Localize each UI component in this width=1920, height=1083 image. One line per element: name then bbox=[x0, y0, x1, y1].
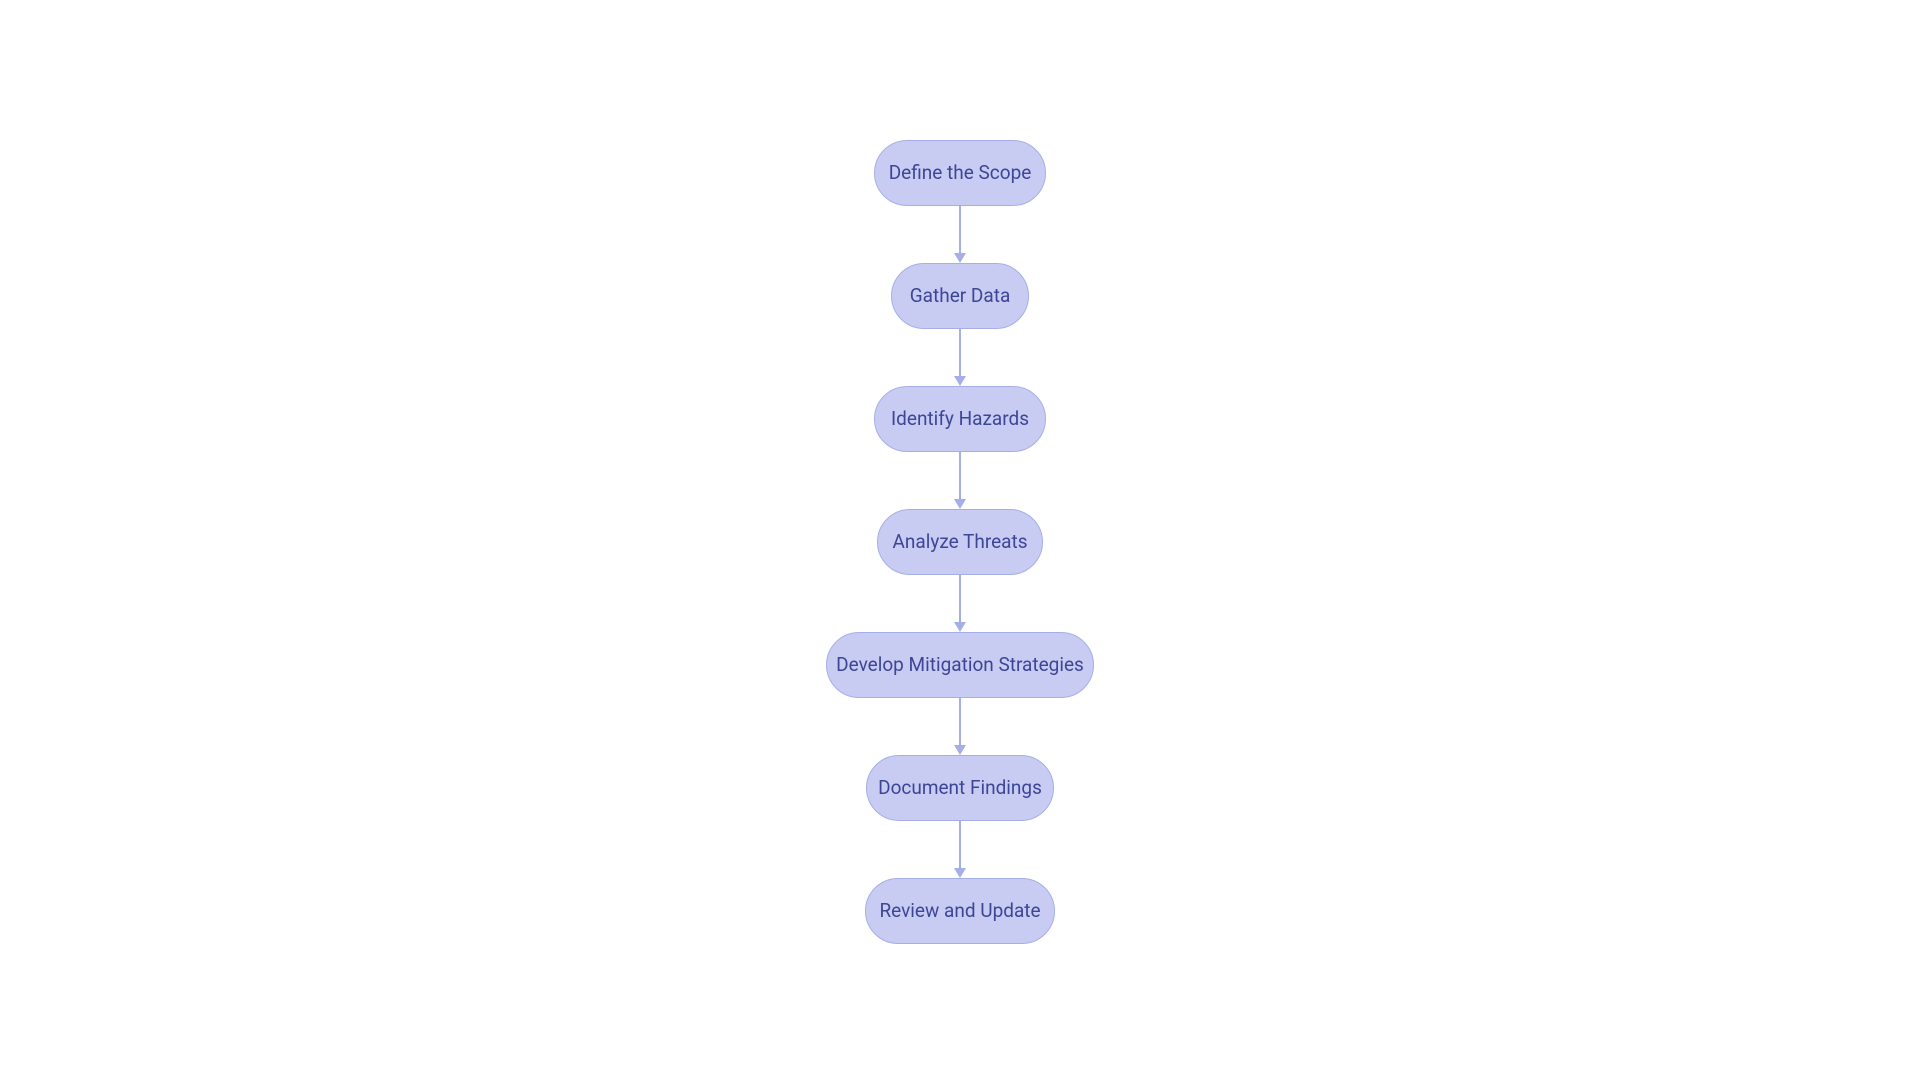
node-label: Identify Hazards bbox=[891, 407, 1029, 430]
connector bbox=[954, 575, 966, 632]
node-label: Analyze Threats bbox=[892, 530, 1027, 553]
node-gather-data: Gather Data bbox=[891, 263, 1029, 329]
arrow-down-icon bbox=[954, 868, 966, 878]
node-label: Gather Data bbox=[910, 284, 1011, 307]
arrow-line bbox=[959, 452, 961, 499]
arrow-down-icon bbox=[954, 253, 966, 263]
arrow-line bbox=[959, 698, 961, 745]
arrow-line bbox=[959, 329, 961, 376]
arrow-down-icon bbox=[954, 376, 966, 386]
connector bbox=[954, 206, 966, 263]
node-label: Document Findings bbox=[878, 776, 1042, 799]
arrow-down-icon bbox=[954, 622, 966, 632]
connector bbox=[954, 821, 966, 878]
connector bbox=[954, 698, 966, 755]
node-analyze-threats: Analyze Threats bbox=[877, 509, 1043, 575]
node-document-findings: Document Findings bbox=[866, 755, 1054, 821]
node-label: Develop Mitigation Strategies bbox=[836, 653, 1084, 676]
arrow-line bbox=[959, 575, 961, 622]
arrow-down-icon bbox=[954, 499, 966, 509]
connector bbox=[954, 452, 966, 509]
arrow-line bbox=[959, 821, 961, 868]
node-define-scope: Define the Scope bbox=[874, 140, 1046, 206]
node-develop-mitigation: Develop Mitigation Strategies bbox=[826, 632, 1094, 698]
arrow-down-icon bbox=[954, 745, 966, 755]
connector bbox=[954, 329, 966, 386]
node-review-update: Review and Update bbox=[865, 878, 1055, 944]
node-label: Define the Scope bbox=[889, 161, 1032, 184]
arrow-line bbox=[959, 206, 961, 253]
node-label: Review and Update bbox=[879, 899, 1040, 922]
node-identify-hazards: Identify Hazards bbox=[874, 386, 1046, 452]
flowchart-container: Define the Scope Gather Data Identify Ha… bbox=[826, 140, 1094, 944]
